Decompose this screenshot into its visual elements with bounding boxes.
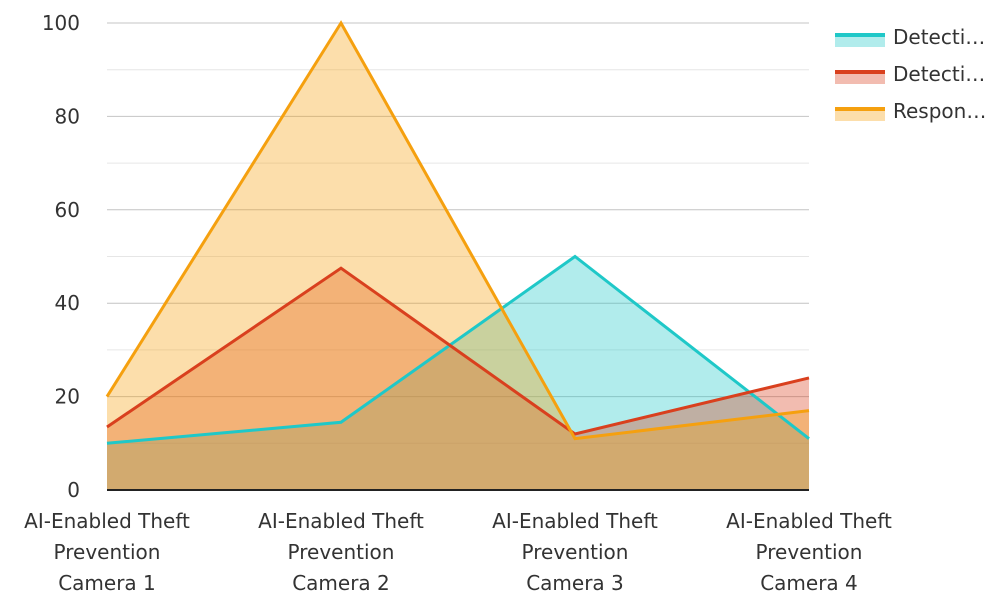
legend-label: Detecti… (893, 62, 985, 86)
legend-item[interactable]: Detecti… (835, 25, 985, 49)
x-category-label-line: Camera 4 (760, 571, 858, 594)
x-category-label-line: Camera 2 (292, 571, 390, 594)
series-2-area (107, 268, 809, 490)
x-category-label-line: Prevention (288, 540, 395, 564)
series-3-line (105, 20, 810, 441)
series-2-line (106, 266, 810, 436)
x-category-label-line: Prevention (756, 540, 863, 564)
x-category-label-line: Camera 1 (58, 571, 156, 594)
series-1-line (106, 254, 810, 445)
y-axis-ticks: 0 20 40 60 80 100 (42, 11, 80, 502)
x-category-label-line: Camera 3 (526, 571, 624, 594)
y-tick-label: 100 (42, 11, 80, 35)
legend-item[interactable]: Detecti… (835, 62, 985, 86)
y-tick-label: 20 (55, 385, 80, 409)
series-3-area (107, 23, 809, 490)
x-category-label: AI-Enabled Theft Prevention Camera 2 (258, 509, 424, 594)
y-tick-label: 0 (67, 478, 80, 502)
y-tick-label: 80 (55, 104, 80, 128)
legend-swatch-fill (835, 109, 885, 121)
x-axis-category-labels: AI-Enabled Theft Prevention Camera 1AI-Ena… (24, 509, 892, 594)
y-tick-label: 40 (55, 291, 80, 315)
x-category-label-line: AI-Enabled Theft (726, 509, 892, 533)
x-category-label: AI-Enabled Theft Prevention Camera 4 (726, 509, 892, 594)
x-category-label: AI-Enabled Theft Prevention Camera 3 (492, 509, 658, 594)
legend-item[interactable]: Respon… (835, 99, 986, 123)
x-category-label: AI-Enabled Theft Prevention Camera 1 (24, 509, 190, 594)
legend-swatch-fill (835, 35, 885, 47)
x-category-label-line: Prevention (54, 540, 161, 564)
series-lines (105, 20, 810, 445)
x-category-label-line: AI-Enabled Theft (24, 509, 190, 533)
x-category-label-line: Prevention (522, 540, 629, 564)
legend-label: Detecti… (893, 25, 985, 49)
y-tick-label: 60 (55, 198, 80, 222)
legend-label: Respon… (893, 99, 986, 123)
legend-swatch-fill (835, 72, 885, 84)
x-category-label-line: AI-Enabled Theft (492, 509, 658, 533)
x-category-label-line: AI-Enabled Theft (258, 509, 424, 533)
legend: Detecti… Detecti… Respon… (835, 25, 986, 123)
